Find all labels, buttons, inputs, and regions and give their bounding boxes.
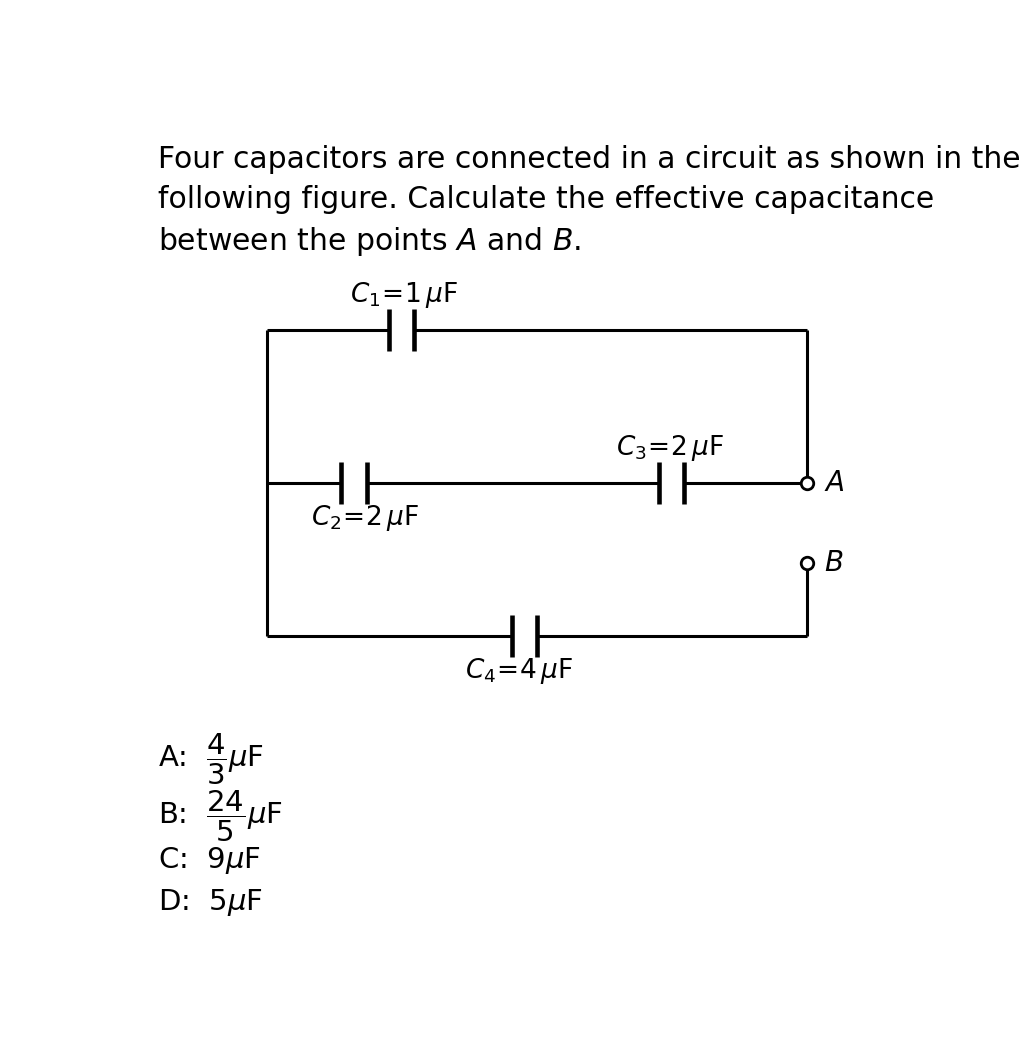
- Text: D:  $5\mu\mathrm{F}$: D: $5\mu\mathrm{F}$: [158, 887, 263, 919]
- Text: $C_1\!=\!1\ \!\mu\mathrm{F}$: $C_1\!=\!1\ \!\mu\mathrm{F}$: [350, 280, 459, 310]
- Text: C:  $9\mu\mathrm{F}$: C: $9\mu\mathrm{F}$: [158, 845, 261, 876]
- Text: $A$: $A$: [824, 470, 845, 497]
- Text: B:  $\dfrac{24}{5}\mu\mathrm{F}$: B: $\dfrac{24}{5}\mu\mathrm{F}$: [158, 788, 283, 844]
- Text: Four capacitors are connected in a circuit as shown in the
following figure. Cal: Four capacitors are connected in a circu…: [158, 145, 1021, 258]
- Text: $C_4\!=\!4\ \!\mu\mathrm{F}$: $C_4\!=\!4\ \!\mu\mathrm{F}$: [465, 656, 573, 686]
- Text: $B$: $B$: [824, 550, 844, 577]
- Text: $C_3\!=\!2\ \!\mu\mathrm{F}$: $C_3\!=\!2\ \!\mu\mathrm{F}$: [616, 433, 724, 462]
- Text: A:  $\dfrac{4}{3}\mu\mathrm{F}$: A: $\dfrac{4}{3}\mu\mathrm{F}$: [158, 732, 264, 787]
- Text: $C_2\!=\!2\ \!\mu\mathrm{F}$: $C_2\!=\!2\ \!\mu\mathrm{F}$: [310, 503, 419, 533]
